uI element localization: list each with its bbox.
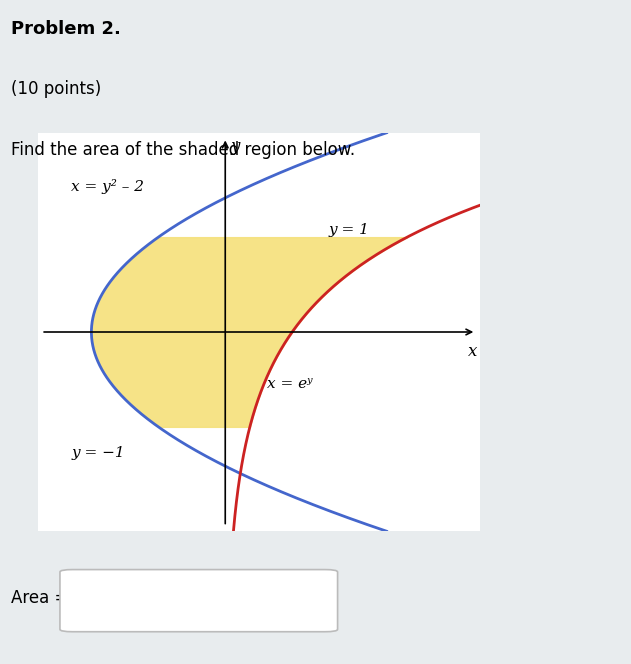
Text: x: x xyxy=(468,343,478,361)
Text: Area =: Area = xyxy=(11,589,69,608)
Text: y = −1: y = −1 xyxy=(71,446,125,460)
Text: y = 1: y = 1 xyxy=(329,222,370,236)
Text: x = eʸ: x = eʸ xyxy=(267,377,312,391)
FancyBboxPatch shape xyxy=(60,570,338,631)
Text: y: y xyxy=(230,137,240,155)
Text: x = y² – 2: x = y² – 2 xyxy=(71,179,144,195)
Text: (10 points): (10 points) xyxy=(11,80,102,98)
Text: Problem 2.: Problem 2. xyxy=(11,20,121,38)
Text: Find the area of the shaded region below.: Find the area of the shaded region below… xyxy=(11,141,355,159)
